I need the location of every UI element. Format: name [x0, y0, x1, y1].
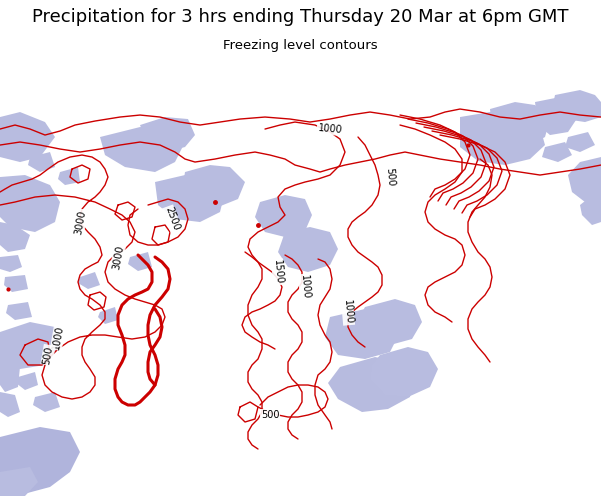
Polygon shape	[4, 275, 28, 292]
Polygon shape	[6, 302, 32, 320]
Text: 500: 500	[261, 410, 279, 420]
Text: 500: 500	[41, 345, 55, 365]
Polygon shape	[98, 307, 118, 324]
Text: 3000: 3000	[73, 209, 87, 235]
Polygon shape	[58, 167, 80, 185]
Polygon shape	[28, 152, 55, 172]
Polygon shape	[255, 195, 312, 237]
Text: 2500: 2500	[163, 206, 181, 232]
Polygon shape	[328, 357, 415, 412]
Polygon shape	[0, 322, 60, 369]
Polygon shape	[552, 90, 601, 122]
Text: Freezing level contours: Freezing level contours	[223, 39, 378, 52]
Text: 1000: 1000	[51, 324, 65, 350]
Polygon shape	[565, 132, 595, 152]
Polygon shape	[100, 127, 185, 172]
Polygon shape	[33, 392, 60, 412]
Polygon shape	[0, 427, 80, 496]
Text: 1000: 1000	[317, 123, 343, 135]
Text: 1500: 1500	[272, 259, 284, 285]
Polygon shape	[460, 112, 545, 165]
Polygon shape	[0, 112, 55, 162]
Polygon shape	[355, 299, 422, 345]
Polygon shape	[182, 165, 245, 207]
Polygon shape	[0, 357, 20, 392]
Polygon shape	[278, 227, 338, 272]
Polygon shape	[0, 467, 38, 496]
Polygon shape	[568, 157, 601, 202]
Polygon shape	[370, 347, 438, 397]
Text: 500: 500	[384, 167, 396, 186]
Polygon shape	[580, 195, 601, 225]
Polygon shape	[0, 222, 30, 252]
Text: 3000: 3000	[111, 244, 125, 270]
Polygon shape	[325, 309, 400, 359]
Polygon shape	[128, 252, 152, 271]
Text: Precipitation for 3 hrs ending Thursday 20 Mar at 6pm GMT: Precipitation for 3 hrs ending Thursday …	[32, 8, 569, 26]
Polygon shape	[16, 372, 38, 390]
Text: 1000: 1000	[342, 300, 354, 325]
Polygon shape	[0, 175, 60, 232]
Polygon shape	[490, 102, 550, 145]
Polygon shape	[0, 115, 32, 137]
Polygon shape	[535, 97, 578, 135]
Polygon shape	[0, 255, 22, 272]
Polygon shape	[140, 117, 195, 152]
Polygon shape	[0, 392, 20, 417]
Polygon shape	[78, 272, 100, 289]
Text: 1000: 1000	[299, 274, 311, 300]
Polygon shape	[155, 175, 225, 222]
Polygon shape	[542, 142, 572, 162]
